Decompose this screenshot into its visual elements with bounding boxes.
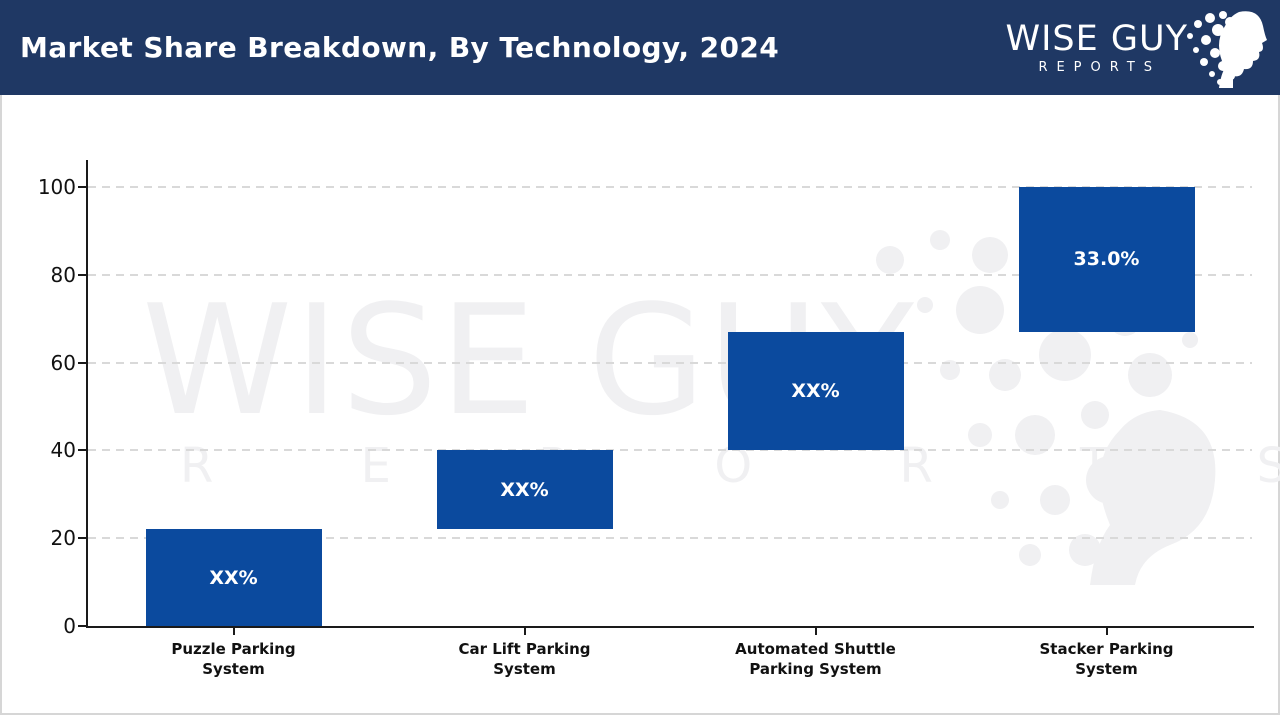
bar: XX% <box>145 529 322 626</box>
bar: 33.0% <box>1018 187 1195 332</box>
x-tick-label: Stacker Parking System <box>1039 640 1174 678</box>
bar: XX% <box>436 450 613 530</box>
y-tick-mark <box>78 273 86 276</box>
y-tick-label: 40 <box>50 438 76 463</box>
bar: XX% <box>727 331 904 451</box>
x-tick-mark <box>232 628 235 635</box>
gridline <box>88 273 1252 276</box>
x-tick-mark <box>814 628 817 635</box>
brand-logo: WISE GUY REPORTS <box>1005 6 1268 90</box>
brand-head-icon <box>1187 11 1267 88</box>
gridline <box>88 537 1252 540</box>
y-tick-mark <box>78 186 86 188</box>
gridline <box>88 361 1252 364</box>
y-tick-label: 60 <box>50 350 76 375</box>
x-tick-mark <box>1105 628 1108 635</box>
y-axis-line <box>86 160 88 628</box>
y-tick-label: 100 <box>37 175 76 199</box>
y-tick-label: 0 <box>63 614 76 638</box>
y-tick-label: 20 <box>50 526 76 551</box>
x-tick-label: Automated Shuttle Parking System <box>735 640 896 678</box>
x-tick-label: Car Lift Parking System <box>458 640 591 678</box>
x-axis-line <box>86 626 1254 628</box>
bar-value-label: 33.0% <box>1073 248 1140 271</box>
page-title: Market Share Breakdown, By Technology, 2… <box>20 31 780 64</box>
y-tick-mark <box>78 537 86 540</box>
x-tick-label: Puzzle Parking System <box>171 640 296 678</box>
y-tick-label: 80 <box>50 262 76 287</box>
y-tick-mark <box>78 625 86 627</box>
gridline <box>88 449 1252 452</box>
brand-wordmark-line2: REPORTS <box>1038 60 1162 75</box>
brand-wordmark-line1: WISE GUY <box>1005 19 1188 59</box>
bar-value-label: XX% <box>791 380 840 403</box>
y-tick-mark <box>78 449 86 452</box>
y-tick-mark <box>78 361 86 364</box>
x-tick-mark <box>523 628 526 635</box>
bar-value-label: XX% <box>209 566 258 589</box>
gridline <box>88 186 1252 188</box>
header: Market Share Breakdown, By Technology, 2… <box>0 0 1280 95</box>
bar-value-label: XX% <box>500 478 549 501</box>
brand-wordmark: WISE GUY REPORTS <box>1005 21 1188 75</box>
